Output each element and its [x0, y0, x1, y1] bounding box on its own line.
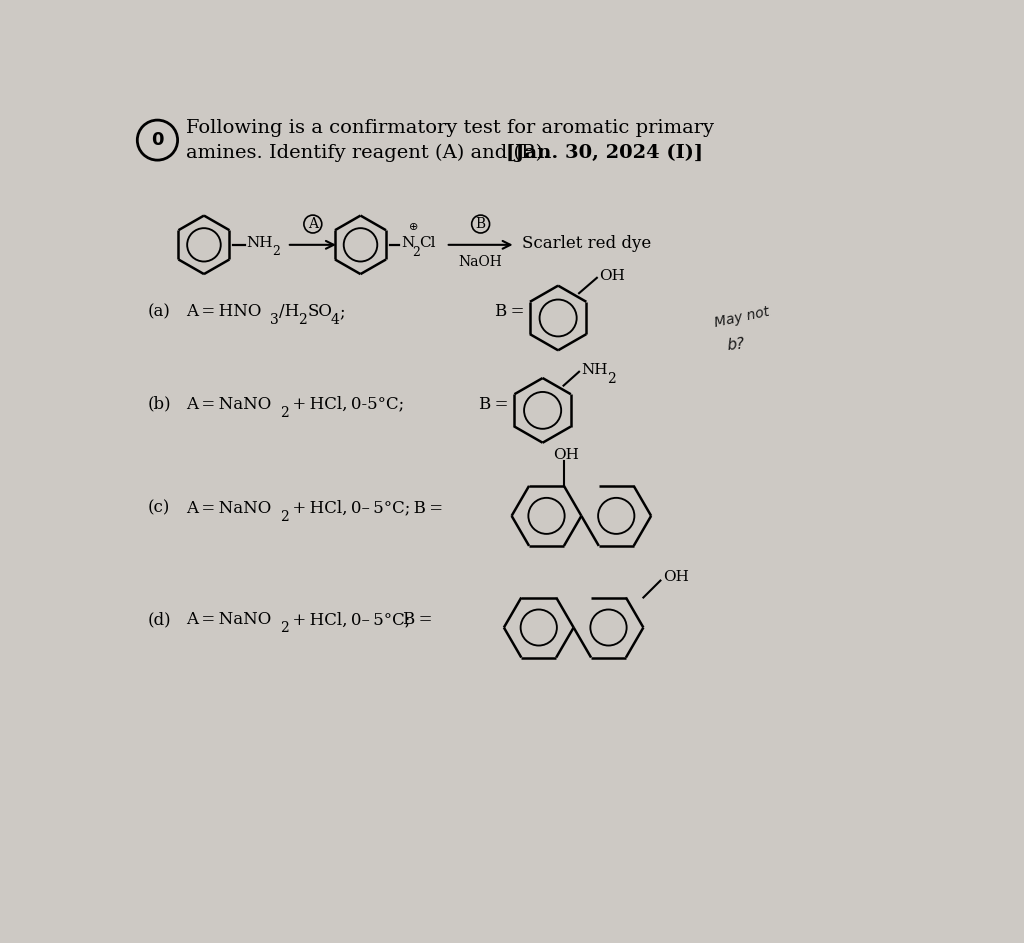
Text: A = HNO: A = HNO: [186, 304, 261, 321]
Text: 4: 4: [331, 313, 340, 327]
Text: A = NaNO: A = NaNO: [186, 500, 271, 517]
Text: Cl: Cl: [420, 237, 436, 250]
Text: OH: OH: [663, 571, 688, 585]
Text: + HCl, 0– 5°C; B =: + HCl, 0– 5°C; B =: [289, 500, 443, 517]
Text: A = NaNO: A = NaNO: [186, 611, 271, 628]
Text: NH: NH: [247, 236, 273, 250]
Text: + HCl, 0– 5°C;: + HCl, 0– 5°C;: [289, 611, 411, 628]
Text: + HCl, 0-5°C;: + HCl, 0-5°C;: [289, 396, 404, 413]
Text: 3: 3: [270, 313, 279, 327]
Text: [Jan. 30, 2024 (I)]: [Jan. 30, 2024 (I)]: [506, 143, 703, 161]
Text: May not: May not: [713, 305, 771, 330]
Text: b?: b?: [726, 337, 745, 354]
Text: 2: 2: [272, 245, 280, 258]
Text: SO: SO: [308, 304, 333, 321]
Text: B =: B =: [495, 304, 524, 321]
Text: NaOH: NaOH: [459, 255, 503, 269]
Text: 2: 2: [280, 509, 289, 523]
Text: amines. Identify reagent (A) and (B).: amines. Identify reagent (A) and (B).: [186, 143, 549, 161]
Text: 2: 2: [299, 313, 307, 327]
Text: Following is a confirmatory test for aromatic primary: Following is a confirmatory test for aro…: [186, 119, 714, 137]
Text: N: N: [400, 237, 414, 250]
Text: 2: 2: [280, 405, 289, 420]
Text: B =: B =: [479, 396, 509, 413]
Text: (a): (a): [147, 304, 170, 321]
Text: 0: 0: [152, 131, 164, 149]
Text: B: B: [475, 217, 485, 231]
Text: 2: 2: [280, 621, 289, 636]
Text: (d): (d): [147, 611, 171, 628]
Text: 2: 2: [607, 372, 615, 387]
Text: (b): (b): [147, 396, 171, 413]
Text: ⊕: ⊕: [409, 223, 418, 232]
Text: (c): (c): [147, 500, 170, 517]
Text: B =: B =: [403, 611, 432, 628]
Text: OH: OH: [599, 270, 625, 283]
Text: ;: ;: [340, 304, 345, 321]
Text: A = NaNO: A = NaNO: [186, 396, 271, 413]
Text: OH: OH: [553, 448, 580, 462]
Text: /H: /H: [280, 304, 299, 321]
Text: 2: 2: [413, 246, 420, 259]
Text: Scarlet red dye: Scarlet red dye: [521, 235, 651, 252]
Text: A: A: [308, 217, 317, 231]
Text: NH: NH: [582, 363, 608, 377]
